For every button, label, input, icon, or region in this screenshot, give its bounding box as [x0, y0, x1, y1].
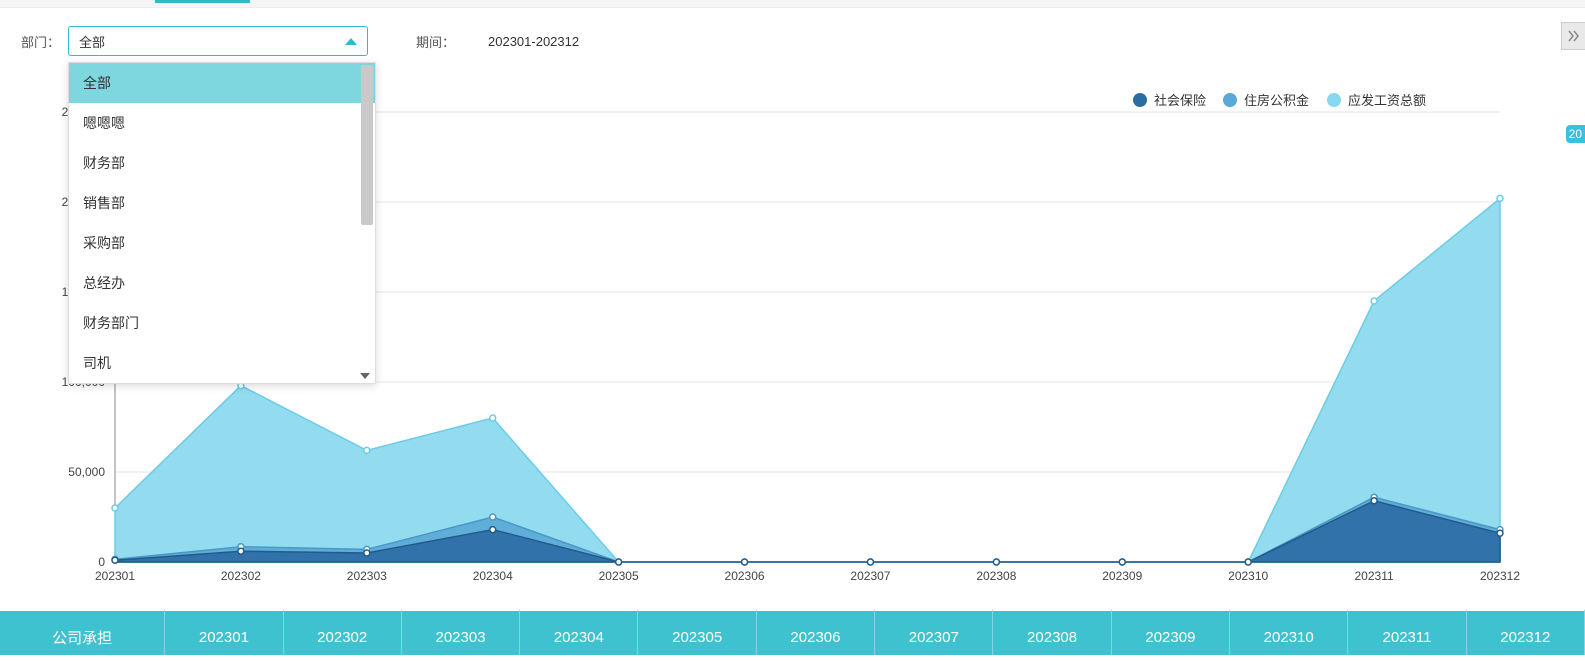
legend-marker[interactable] [1133, 93, 1147, 107]
x-axis-label: 202308 [976, 569, 1016, 583]
chart-point[interactable] [490, 527, 496, 533]
double-chevron-right-icon [1568, 30, 1580, 42]
x-axis-label: 202309 [1102, 569, 1142, 583]
expand-panel-button[interactable] [1561, 22, 1585, 50]
department-dropdown: 全部嗯嗯嗯财务部销售部采购部总经办财务部门司机 [68, 62, 376, 384]
x-axis-label: 202310 [1228, 569, 1268, 583]
dropdown-option[interactable]: 总经办 [69, 263, 375, 303]
dropdown-option[interactable]: 财务部门 [69, 303, 375, 343]
legend-label[interactable]: 应发工资总额 [1348, 93, 1426, 108]
dropdown-option[interactable]: 采购部 [69, 223, 375, 263]
x-axis-label: 202311 [1355, 569, 1394, 583]
dropdown-option[interactable]: 嗯嗯嗯 [69, 103, 375, 143]
summary-col-header: 202302 [284, 609, 402, 661]
summary-col-header: 202311 [1348, 609, 1466, 661]
x-axis-label: 202307 [850, 569, 890, 583]
x-axis-label: 202312 [1480, 569, 1520, 583]
chart-point[interactable] [1119, 559, 1125, 565]
summary-col-header: 202306 [757, 609, 875, 661]
summary-row-label: 公司承担 [0, 609, 165, 661]
period-label: 期间： [416, 32, 455, 51]
chevron-up-icon [345, 38, 357, 45]
summary-col-header: 202303 [402, 609, 520, 661]
legend-marker[interactable] [1223, 93, 1237, 107]
dropdown-option[interactable]: 销售部 [69, 183, 375, 223]
chart-point[interactable] [364, 447, 370, 453]
department-select-value: 全部 [79, 32, 105, 51]
summary-col-header: 202307 [875, 609, 993, 661]
legend-label[interactable]: 社会保险 [1154, 93, 1206, 108]
legend-marker[interactable] [1327, 93, 1341, 107]
chart-point[interactable] [112, 505, 118, 511]
x-axis-label: 202301 [95, 569, 135, 583]
dropdown-option[interactable]: 司机 [69, 343, 375, 383]
summary-col-header: 202305 [638, 609, 756, 661]
summary-col-header: 202308 [993, 609, 1111, 661]
dropdown-option[interactable]: 财务部 [69, 143, 375, 183]
summary-col-header: 202304 [520, 609, 638, 661]
chart-point[interactable] [993, 559, 999, 565]
summary-col-header: 202312 [1467, 609, 1585, 661]
chart-point[interactable] [490, 514, 496, 520]
chart-point[interactable] [1371, 498, 1377, 504]
chevron-down-icon [360, 373, 370, 379]
chart-point[interactable] [238, 548, 244, 554]
header-tabstrip [0, 0, 1585, 8]
x-axis-label: 202306 [725, 569, 765, 583]
department-label: 部门： [10, 32, 60, 51]
x-axis-label: 202302 [221, 569, 261, 583]
chart-point[interactable] [616, 559, 622, 565]
y-axis-label: 0 [98, 555, 105, 569]
chart-point[interactable] [1245, 559, 1251, 565]
chart-point[interactable] [364, 550, 370, 556]
chart-point[interactable] [490, 415, 496, 421]
summary-col-header: 202310 [1230, 609, 1348, 661]
x-axis-label: 202303 [347, 569, 387, 583]
x-axis-label: 202305 [599, 569, 639, 583]
scrollbar-thumb[interactable] [361, 65, 373, 225]
chart-point[interactable] [1497, 530, 1503, 536]
side-badge[interactable]: 20 [1566, 125, 1585, 143]
summary-table-header: 公司承担202301202302202303202304202305202306… [0, 609, 1585, 661]
y-axis-label: 50,000 [68, 465, 105, 479]
chart-point[interactable] [742, 559, 748, 565]
dropdown-option[interactable]: 全部 [69, 63, 375, 103]
filter-bar: 部门： 全部 期间： 202301-202312 [0, 8, 1585, 66]
x-axis-label: 202304 [473, 569, 513, 583]
summary-col-header: 202309 [1112, 609, 1230, 661]
period-value: 202301-202312 [488, 34, 579, 49]
chart-point[interactable] [1371, 298, 1377, 304]
chart-point[interactable] [112, 557, 118, 563]
department-select[interactable]: 全部 [68, 26, 368, 56]
legend-label[interactable]: 住房公积金 [1244, 93, 1309, 108]
chart-point[interactable] [1497, 195, 1503, 201]
chart-point[interactable] [867, 559, 873, 565]
summary-col-header: 202301 [165, 609, 283, 661]
